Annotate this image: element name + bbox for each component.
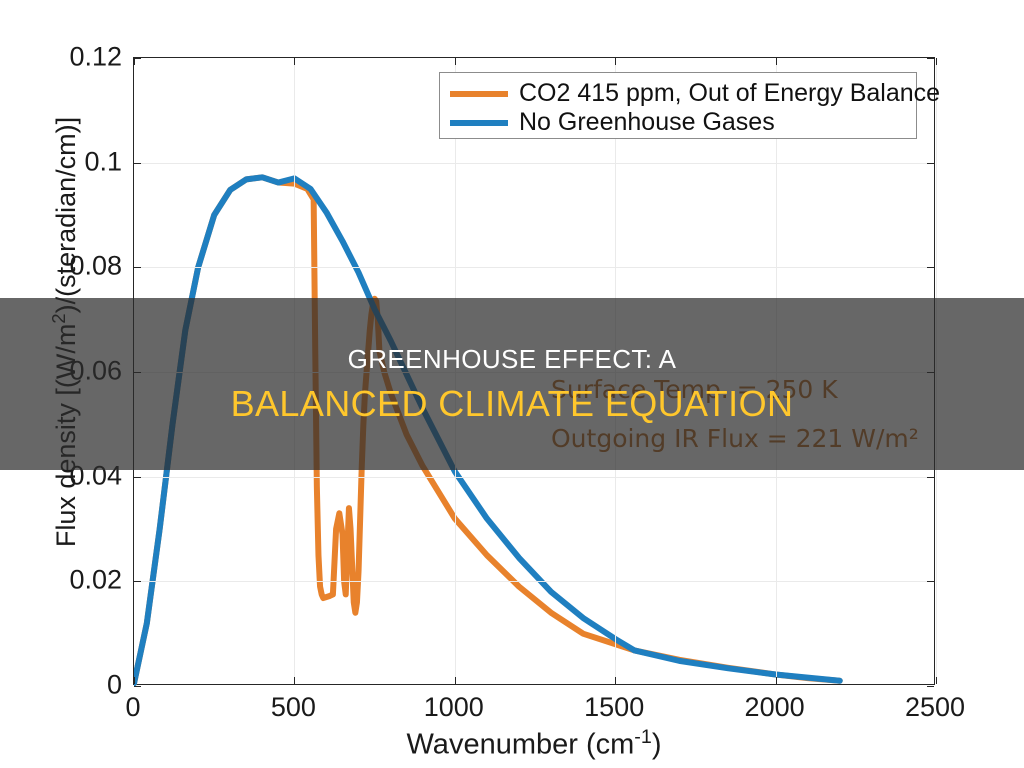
gridline-horizontal — [134, 267, 934, 269]
axis-tick-mark — [927, 162, 934, 164]
axis-tick-mark — [134, 162, 141, 164]
gridline-horizontal — [134, 476, 934, 478]
axis-tick-mark — [927, 476, 934, 478]
overlay-banner-background — [0, 298, 1024, 470]
axis-tick-mark — [294, 677, 296, 684]
x-tick-label: 2000 — [744, 692, 805, 722]
axis-tick-mark — [615, 677, 617, 684]
legend-label-co2: CO2 415 ppm, Out of Energy Balance — [519, 79, 941, 107]
x-tick-label: 2500 — [904, 692, 966, 722]
y-tick-label: 0.12 — [69, 41, 122, 72]
axis-tick-mark — [134, 686, 141, 687]
legend-item-co2: CO2 415 ppm, Out of Energy Balance — [450, 79, 940, 108]
x-tick-label: 500 — [270, 692, 316, 722]
axis-tick-mark — [775, 677, 777, 684]
x-tick-label: 1000 — [423, 692, 484, 722]
x-tick-label: 1500 — [584, 692, 645, 722]
legend-color-swatch-no-ghg — [450, 119, 508, 126]
axis-tick-mark — [134, 58, 135, 65]
overlay-title-line-1: GREENHOUSE EFFECT: A — [347, 343, 677, 374]
overlay-title-line-2: BALANCED CLIMATE EQUATION — [230, 382, 794, 424]
axis-tick-mark — [454, 677, 456, 684]
axis-tick-mark — [936, 58, 937, 65]
legend-color-swatch-co2 — [450, 90, 508, 97]
axis-tick-mark — [294, 58, 296, 65]
axis-tick-mark — [615, 58, 617, 65]
overlay-title-block: GREENHOUSE EFFECT: A BALANCED CLIMATE EQ… — [0, 298, 1024, 470]
x-axis-title-text: Wavenumber (cm — [406, 728, 635, 761]
axis-tick-mark — [134, 267, 141, 269]
axis-tick-mark — [454, 58, 456, 65]
axis-tick-mark — [775, 58, 777, 65]
legend-item-no-ghg: No Greenhouse Gases — [450, 108, 906, 137]
gridline-horizontal — [134, 162, 934, 164]
y-axis-title-tail: )/(steradian/cm)] — [51, 116, 81, 314]
axis-tick-mark — [134, 58, 141, 59]
x-tick-label: 0 — [125, 692, 141, 722]
axis-tick-mark — [927, 686, 934, 687]
legend-label-no-ghg: No Greenhouse Gases — [519, 108, 775, 136]
axis-tick-mark — [927, 581, 934, 583]
gridline-horizontal — [134, 581, 934, 583]
x-axis-title: Wavenumber (cm-1) — [133, 726, 935, 762]
axis-tick-mark — [927, 267, 934, 269]
y-tick-label: 0.08 — [69, 250, 122, 281]
y-tick-label: 0.1 — [84, 146, 122, 177]
x-axis-title-tail: ) — [651, 728, 662, 761]
x-axis-title-exponent: -1 — [634, 726, 652, 748]
axis-tick-mark — [936, 677, 937, 684]
axis-tick-mark — [134, 677, 135, 684]
axis-tick-mark — [927, 58, 934, 59]
y-tick-label: 0 — [106, 669, 122, 700]
axis-tick-mark — [134, 476, 141, 478]
data-series-line-co2 — [134, 174, 843, 686]
chart-legend: CO2 415 ppm, Out of Energy Balance No Gr… — [439, 72, 940, 139]
y-tick-label: 0.02 — [69, 564, 122, 595]
axis-tick-mark — [134, 581, 141, 583]
